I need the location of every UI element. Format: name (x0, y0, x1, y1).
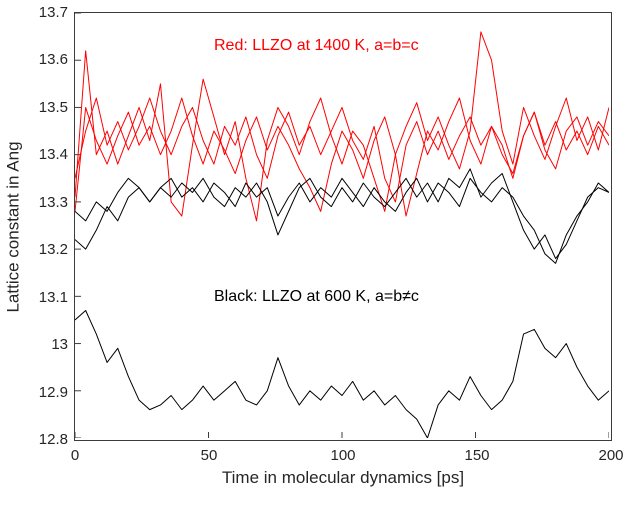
series-b-1400k (75, 97, 609, 203)
x-axis-label: Time in molecular dynamics [ps] (221, 468, 465, 487)
y-axis-label: Lattice constant in Ang (4, 140, 23, 313)
series-a-600k (75, 168, 609, 260)
series-c-600k (75, 310, 609, 438)
y-tick-label: 13.4 (38, 146, 68, 164)
x-tick-label: 200 (598, 447, 624, 464)
y-tick-label: 13.2 (38, 241, 68, 259)
annotation-red-1400k: Red: LLZO at 1400 K, a=b=c (214, 37, 419, 54)
y-tick-label: 13.5 (38, 98, 68, 116)
x-tick-label: 150 (464, 447, 490, 464)
series-b-600k (75, 177, 609, 264)
plot-svg (75, 13, 609, 438)
y-tick-label: 12.9 (38, 383, 68, 401)
annotation-black-600k: Black: LLZO at 600 K, a=b≠c (214, 288, 419, 305)
y-tick-label: 13.6 (38, 51, 68, 69)
plot-area: Red: LLZO at 1400 K, a=b=c Black: LLZO at… (74, 12, 612, 441)
x-tick-label: 100 (330, 447, 356, 464)
series-a-1400k (75, 31, 609, 222)
y-tick-label: 13.3 (38, 193, 68, 211)
y-tick-label: 13.7 (38, 4, 68, 21)
series-c-1400k (75, 97, 609, 217)
y-axis-label-container: Lattice constant in Ang (0, 13, 28, 440)
x-tick-label: 50 (200, 447, 218, 464)
y-tick-label: 13 (51, 336, 68, 354)
x-tick-label: 0 (70, 447, 80, 464)
y-tick-label: 13.1 (38, 288, 68, 306)
y-tick-label: 12.8 (38, 431, 68, 448)
